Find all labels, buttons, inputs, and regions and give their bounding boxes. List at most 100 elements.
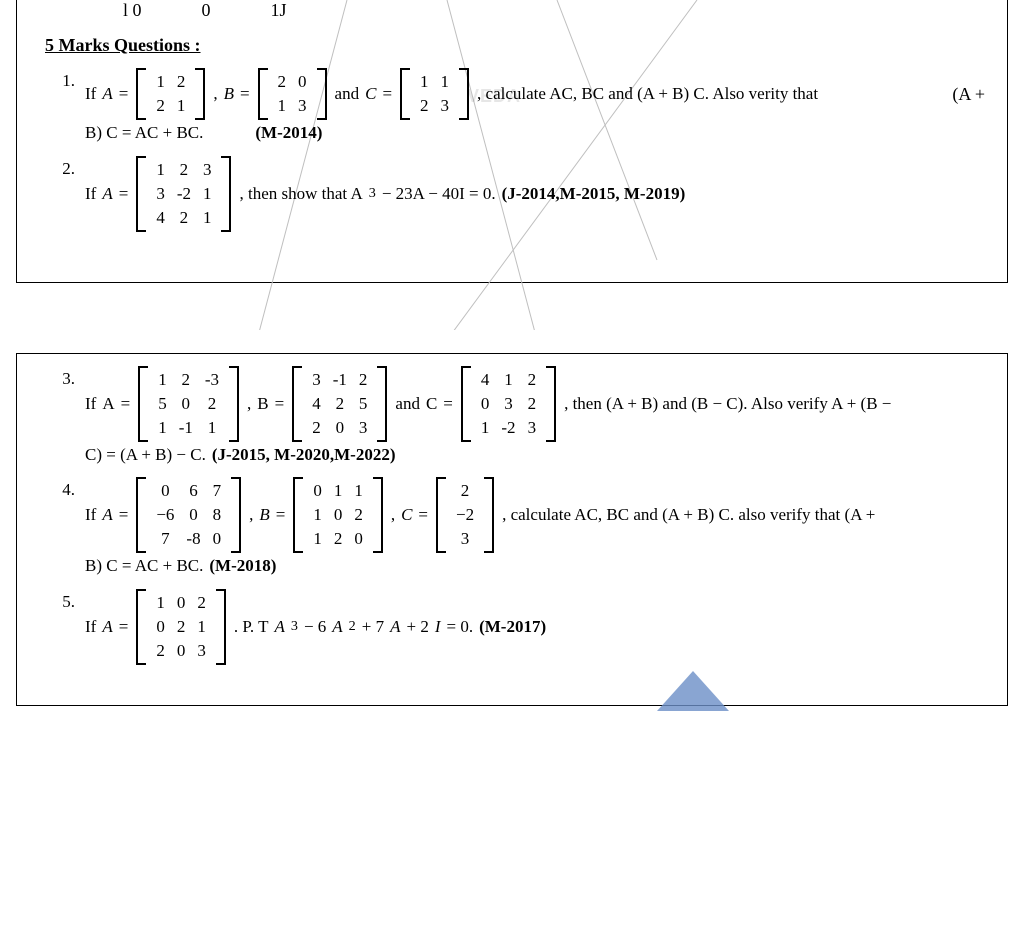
matrix-cell: 2 xyxy=(353,367,374,393)
matrix-cell: 3 xyxy=(197,157,218,183)
q5-s1: 3 xyxy=(291,616,298,637)
q3-t2: and xyxy=(395,391,420,417)
matrix-cell: 1 xyxy=(171,93,192,119)
matrix-cell: 1 xyxy=(197,181,218,207)
q3-eq2: = xyxy=(275,391,285,417)
matrix-cell: 6 xyxy=(183,478,204,504)
matrix-cell: 1 xyxy=(150,69,171,95)
q1-lead: If xyxy=(85,81,96,107)
matrix-cell: −2 xyxy=(450,502,480,528)
question-number: 4. xyxy=(33,477,85,503)
matrix-cell: -2 xyxy=(495,415,521,441)
matrix-cell: 1 xyxy=(307,502,328,528)
matrix-cell: −6 xyxy=(150,502,180,528)
q4-tag: (M-2018) xyxy=(209,553,276,579)
matrix-cell: 1 xyxy=(152,367,173,393)
q5-t4: + 2 xyxy=(406,614,428,640)
matrix-cell: 3 xyxy=(292,93,313,119)
matrix-cell: 8 xyxy=(207,502,228,528)
matrix-cell: 2 xyxy=(414,93,435,119)
q3-cont: C) = (A + B) − C. xyxy=(85,442,206,468)
question-4: 4. If A= 067−6087-80 , B= 011102120 , C=… xyxy=(33,477,991,579)
q4-eq2: = xyxy=(276,502,286,528)
q4-C-matrix: 2−23 xyxy=(436,477,494,553)
matrix-cell: 0 xyxy=(348,526,369,552)
matrix-cell: 7 xyxy=(207,478,228,504)
question-number: 1. xyxy=(33,68,85,94)
q2-sup1: 3 xyxy=(369,183,376,204)
q3-B-matrix: 3-12425203 xyxy=(292,366,387,442)
matrix-cell: 2 xyxy=(150,93,171,119)
matrix-cell: 4 xyxy=(475,367,496,393)
q1-eq: = xyxy=(119,81,129,107)
matrix-cell: 2 xyxy=(171,69,192,95)
matrix-cell: 1 xyxy=(328,478,349,504)
q5-eq: = xyxy=(119,614,129,640)
matrix-cell: 1 xyxy=(202,415,223,441)
matrix-cell: 2 xyxy=(191,590,212,616)
q2-A-var: A xyxy=(102,181,112,207)
matrix-cell: 0 xyxy=(207,526,228,552)
q1-A-matrix: 1221 xyxy=(136,68,205,120)
matrix-cell: 0 xyxy=(155,478,176,504)
matrix-cell: 1 xyxy=(348,478,369,504)
matrix-cell: 3 xyxy=(455,526,476,552)
matrix-cell: 7 xyxy=(155,526,176,552)
q2-tag: (J-2014,M-2015, M-2019) xyxy=(502,181,686,207)
matrix-cell: 1 xyxy=(435,69,456,95)
q3-B-var: B xyxy=(257,391,268,417)
matrix-cell: -1 xyxy=(173,415,199,441)
q1-trail: (A + xyxy=(952,81,991,108)
matrix-cell: 2 xyxy=(348,502,369,528)
q4-t3: , calculate AC, BC and (A + B) C. also v… xyxy=(502,502,875,528)
page: l 0 0 1J 5 Marks Questions : VEDA 1. If … xyxy=(0,0,1024,706)
question-3: 3. If A= 12-35021-11 , B= 3-12425203 and… xyxy=(33,366,991,468)
q4-cont: B) C = AC + BC. xyxy=(85,553,203,579)
q4-C-var: C xyxy=(401,502,412,528)
matrix-cell: 4 xyxy=(150,205,171,231)
q4-t2: , xyxy=(391,502,395,528)
q4-A-matrix: 067−6087-80 xyxy=(136,477,241,553)
matrix-cell: 2 xyxy=(455,478,476,504)
matrix-cell: 1 xyxy=(475,415,496,441)
matrix-cell: 3 xyxy=(522,415,543,441)
q5-t2: − 6 xyxy=(304,614,326,640)
q5-t5: = 0. xyxy=(447,614,474,640)
q5-lead: If xyxy=(85,614,96,640)
matrix-cell: 2 xyxy=(306,415,327,441)
q4-t1: , xyxy=(249,502,253,528)
matrix-cell: 1 xyxy=(307,526,328,552)
q3-t1: , xyxy=(247,391,251,417)
question-body: If A = 102021203 . P. T A3 − 6A2 + 7A + … xyxy=(85,589,991,665)
matrix-cell: 0 xyxy=(171,590,192,616)
matrix-cell: 5 xyxy=(353,391,374,417)
matrix-cell: -1 xyxy=(327,367,353,393)
q3-C-matrix: 4120321-23 xyxy=(461,366,556,442)
matrix-cell: 0 xyxy=(307,478,328,504)
stub-1: l 0 xyxy=(123,0,142,21)
matrix-cell: 1 xyxy=(152,415,173,441)
matrix-cell: 1 xyxy=(191,614,212,640)
q4-A-var: A xyxy=(102,502,112,528)
question-body: If A = 1233-21421 , then show that A3 − … xyxy=(85,156,991,232)
matrix-cell: 3 xyxy=(498,391,519,417)
matrix-cell: 1 xyxy=(197,205,218,231)
q4-B-matrix: 011102120 xyxy=(293,477,383,553)
q1-C-var: C xyxy=(365,81,376,107)
q5-t1: . P. T xyxy=(234,614,269,640)
question-body: If A= 12-35021-11 , B= 3-12425203 and C=… xyxy=(85,366,991,468)
q2-eq: = xyxy=(119,181,129,207)
q3-t3: , then (A + B) and (B − C). Also verify … xyxy=(564,391,891,417)
matrix-cell: 0 xyxy=(292,69,313,95)
stub-row: l 0 0 1J xyxy=(33,0,991,25)
question-body: If A= 067−6087-80 , B= 011102120 , C= 2−… xyxy=(85,477,991,579)
question-1: 1. If A = 1221 , B = 2013 and C = 1123 ,… xyxy=(33,68,991,146)
matrix-cell: 2 xyxy=(522,367,543,393)
q2-lead: If xyxy=(85,181,96,207)
matrix-cell: 0 xyxy=(328,502,349,528)
matrix-cell: 2 xyxy=(202,391,223,417)
matrix-cell: 1 xyxy=(272,93,293,119)
matrix-cell: 0 xyxy=(330,415,351,441)
q2-A-matrix: 1233-21421 xyxy=(136,156,231,232)
q2-t1: , then show that A xyxy=(239,181,362,207)
